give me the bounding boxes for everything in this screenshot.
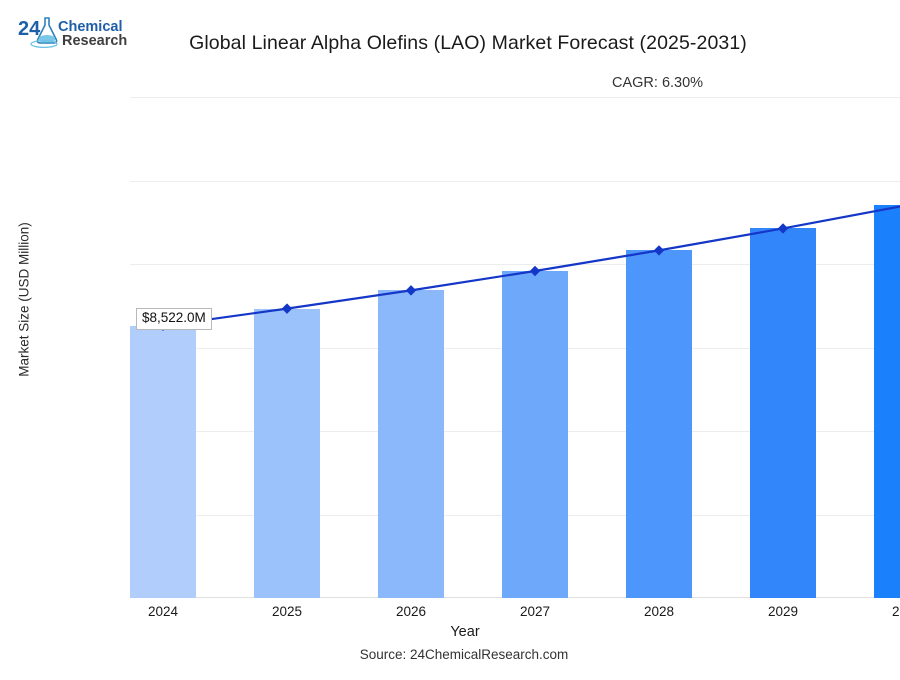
- svg-text:24: 24: [18, 18, 41, 40]
- data-point-marker[interactable]: [405, 285, 417, 296]
- y-axis-title: Market Size (USD Million): [16, 222, 32, 377]
- flask-icon: 24 Chemical Research: [18, 17, 127, 49]
- x-axis-tick-label: 2025: [271, 604, 303, 619]
- svg-text:Research: Research: [62, 33, 127, 49]
- source-note: Source: 24ChemicalResearch.com: [359, 647, 569, 662]
- cagr-annotation: CAGR: 6.30%: [612, 75, 704, 91]
- trend-line: [162, 205, 900, 327]
- chart-title: Global Linear Alpha Olefins (LAO) Market…: [189, 32, 747, 54]
- data-point-marker[interactable]: [281, 303, 293, 314]
- bar[interactable]: [750, 228, 816, 598]
- data-point-marker[interactable]: [777, 223, 789, 234]
- x-axis-tick-label: 2026: [395, 604, 427, 619]
- gridline: [130, 97, 900, 98]
- bar[interactable]: [378, 290, 444, 598]
- plot-area: $0.0M$2,614.0M$5,228.0M$7,842.0M$10,456.…: [130, 97, 900, 619]
- trend-line-series: [157, 205, 900, 331]
- x-axis-title: Year: [450, 624, 480, 640]
- brand-logo[interactable]: 24 Chemical Research: [18, 13, 133, 51]
- bar[interactable]: [254, 308, 320, 598]
- bar[interactable]: [626, 250, 692, 598]
- bar[interactable]: [130, 325, 196, 598]
- x-axis-tick-label: 2027: [519, 604, 551, 619]
- data-point-marker[interactable]: [529, 265, 541, 277]
- x-axis-tick-label: 2024: [147, 604, 179, 619]
- svg-text:Chemical: Chemical: [58, 19, 122, 35]
- data-label-callout: $8,522.0M: [136, 308, 212, 330]
- bar[interactable]: [502, 271, 568, 598]
- data-point-marker[interactable]: [653, 245, 665, 256]
- bar[interactable]: [874, 205, 900, 598]
- x-axis-tick-label: 2030: [891, 604, 900, 619]
- x-axis-tick-label: 2029: [767, 604, 799, 619]
- gridline: [130, 180, 900, 182]
- x-axis-tick-label: 2028: [643, 604, 675, 619]
- gridline: [130, 264, 900, 265]
